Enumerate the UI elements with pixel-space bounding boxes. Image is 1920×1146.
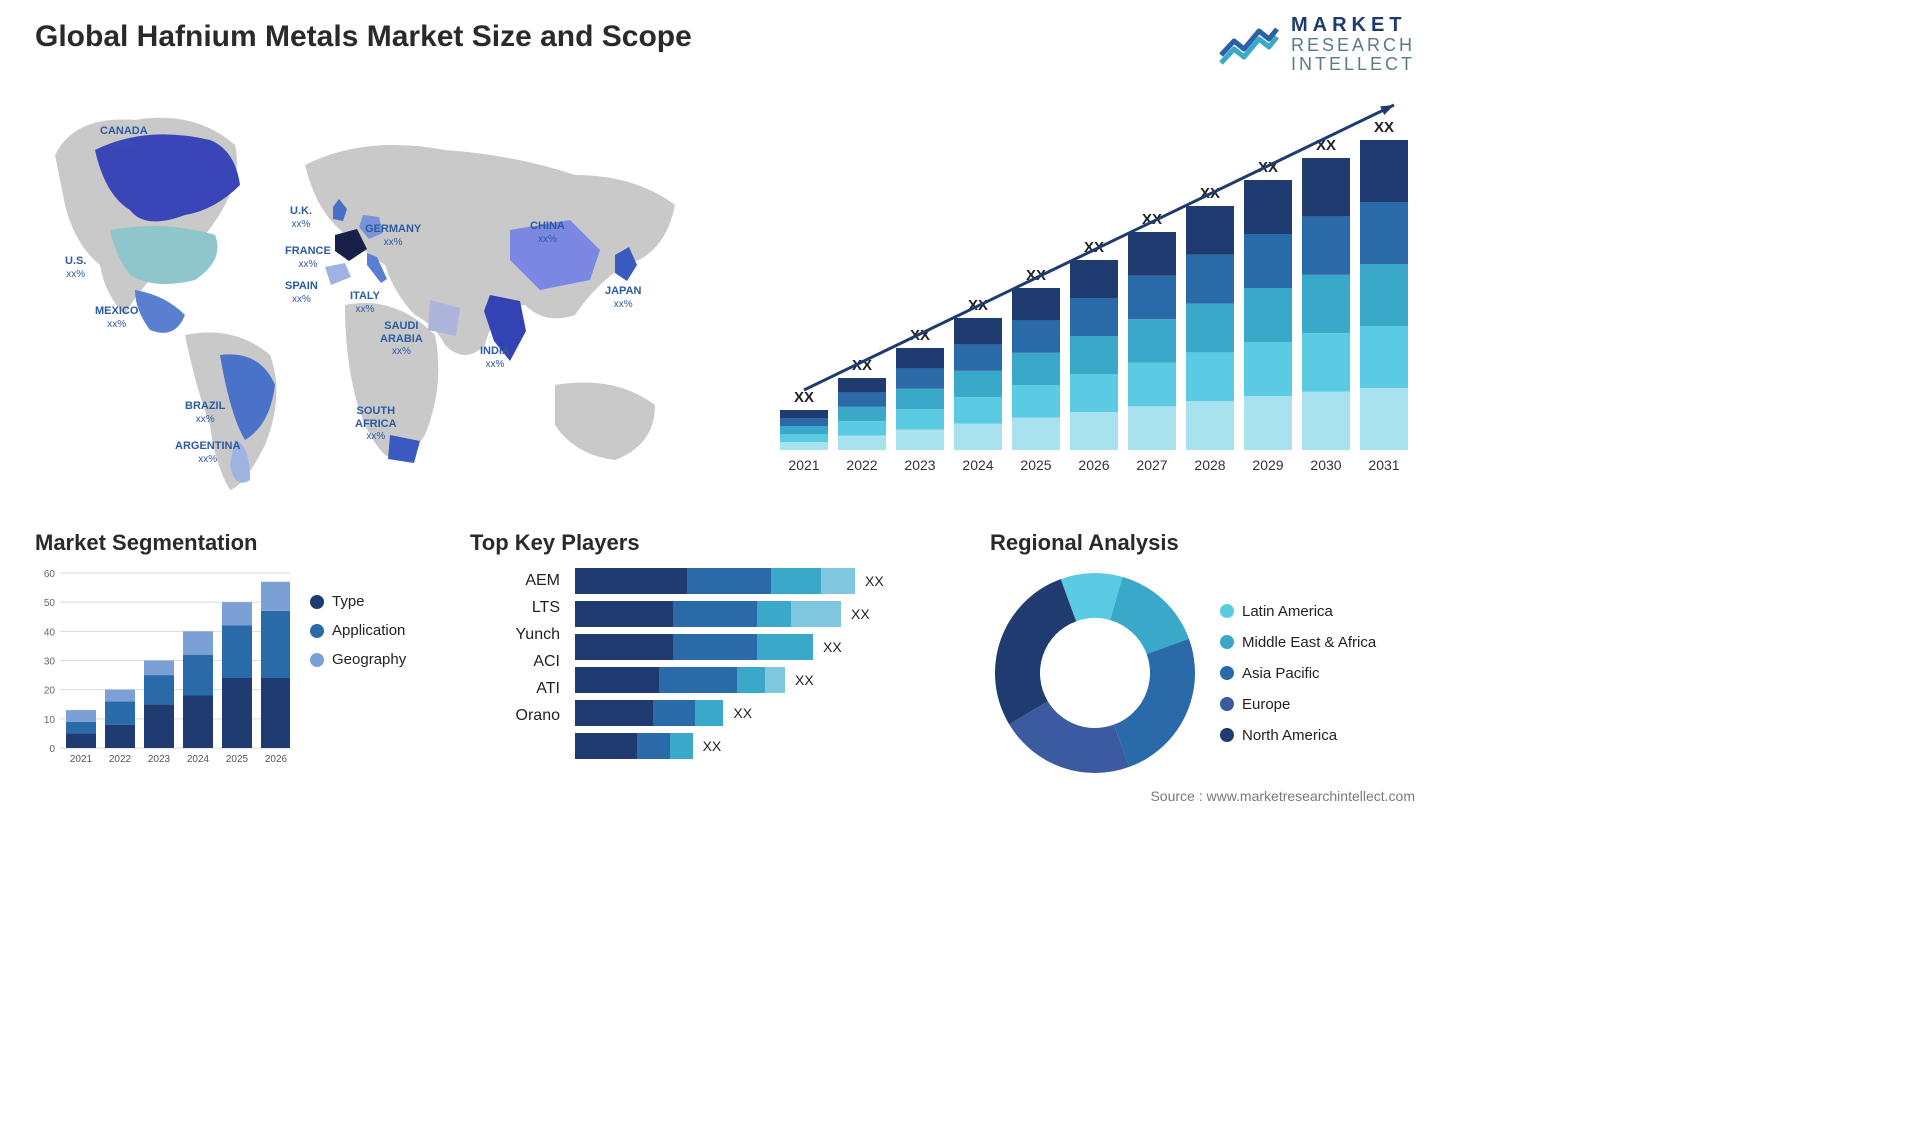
svg-text:2028: 2028 <box>1194 457 1225 473</box>
map-label: CHINAxx% <box>530 220 565 245</box>
svg-text:40: 40 <box>44 627 56 638</box>
svg-text:2021: 2021 <box>788 457 819 473</box>
logo-mark-icon <box>1219 23 1279 65</box>
map-label: U.K.xx% <box>290 205 312 230</box>
segmentation-title: Market Segmentation <box>35 530 445 556</box>
svg-text:20: 20 <box>44 686 56 697</box>
map-label: ARGENTINAxx% <box>175 440 240 465</box>
segmentation-legend: Type Application Geography <box>310 568 406 668</box>
players-labels: AEM LTS Yunch ACI ATI Orano <box>470 568 560 766</box>
world-map: CANADAxx% U.S.xx% MEXICOxx% BRAZILxx% ARGENT… <box>35 95 715 495</box>
player-value: XX <box>823 639 842 655</box>
regional-analysis-section: Regional Analysis Latin America Middle Ea… <box>990 530 1420 778</box>
map-label: ITALYxx% <box>350 290 380 315</box>
svg-text:2031: 2031 <box>1368 457 1399 473</box>
map-label: JAPANxx% <box>605 285 641 310</box>
svg-text:60: 60 <box>44 569 56 580</box>
regional-title: Regional Analysis <box>990 530 1420 556</box>
svg-text:2023: 2023 <box>904 457 935 473</box>
player-row: XX <box>575 601 970 627</box>
player-value: XX <box>795 672 814 688</box>
legend-item: North America <box>1220 727 1376 744</box>
svg-text:2024: 2024 <box>187 754 210 765</box>
map-label: U.S.xx% <box>65 255 86 280</box>
player-row: XX <box>575 700 970 726</box>
svg-text:2023: 2023 <box>148 754 171 765</box>
map-label: INDIAxx% <box>480 345 510 370</box>
svg-text:XX: XX <box>1316 137 1336 154</box>
players-bars: XX XX XX XX XX XX <box>575 568 970 766</box>
player-row: XX <box>575 667 970 693</box>
map-label: MEXICOxx% <box>95 305 138 330</box>
growth-chart: XX2021XX2022XX2023XX2024XX2025XX2026XX20… <box>775 100 1415 480</box>
regional-donut <box>990 568 1200 778</box>
svg-text:10: 10 <box>44 715 56 726</box>
map-label: SOUTHAFRICAxx% <box>355 405 397 443</box>
page-title: Global Hafnium Metals Market Size and Sc… <box>35 20 692 54</box>
svg-text:2024: 2024 <box>962 457 993 473</box>
player-label: Orano <box>470 707 560 725</box>
player-value: XX <box>703 738 722 754</box>
svg-text:XX: XX <box>794 389 814 406</box>
logo-line3: INTELLECT <box>1291 55 1415 74</box>
svg-text:2030: 2030 <box>1310 457 1341 473</box>
svg-text:XX: XX <box>1374 119 1394 136</box>
map-label: SPAINxx% <box>285 280 318 305</box>
svg-text:30: 30 <box>44 657 56 668</box>
top-key-players-section: Top Key Players AEM LTS Yunch ACI ATI Orano X… <box>470 530 970 766</box>
player-label: ACI <box>470 653 560 671</box>
legend-item: Europe <box>1220 696 1376 713</box>
svg-text:2025: 2025 <box>1020 457 1051 473</box>
legend-item: Middle East & Africa <box>1220 634 1376 651</box>
player-label: Yunch <box>470 626 560 644</box>
logo-line2: RESEARCH <box>1291 36 1415 55</box>
map-label: SAUDIARABIAxx% <box>380 320 423 358</box>
legend-item: Latin America <box>1220 603 1376 620</box>
legend-item: Geography <box>310 651 406 668</box>
map-label: GERMANYxx% <box>365 223 421 248</box>
player-value: XX <box>865 573 884 589</box>
player-label: ATI <box>470 680 560 698</box>
svg-text:2022: 2022 <box>109 754 132 765</box>
svg-text:50: 50 <box>44 598 56 609</box>
map-label: CANADAxx% <box>100 125 148 150</box>
segmentation-chart: 0 10 20 30 40 50 60 2021 2022 2023 2024 2025 2026 <box>35 568 290 768</box>
brand-logo: MARKET RESEARCH INTELLECT <box>1219 15 1415 74</box>
player-label: LTS <box>470 599 560 617</box>
svg-text:2026: 2026 <box>265 754 288 765</box>
player-value: XX <box>733 705 752 721</box>
legend-item: Application <box>310 622 406 639</box>
legend-item: Asia Pacific <box>1220 665 1376 682</box>
player-row: XX <box>575 733 970 759</box>
logo-line1: MARKET <box>1291 15 1415 36</box>
map-label: FRANCExx% <box>285 245 331 270</box>
player-row: XX <box>575 634 970 660</box>
map-label: BRAZILxx% <box>185 400 225 425</box>
svg-text:2029: 2029 <box>1252 457 1283 473</box>
svg-text:0: 0 <box>49 744 55 755</box>
svg-text:2026: 2026 <box>1078 457 1109 473</box>
player-value: XX <box>851 606 870 622</box>
svg-text:2022: 2022 <box>846 457 877 473</box>
source-label: Source : www.marketresearchintellect.com <box>1150 788 1415 804</box>
market-segmentation-section: Market Segmentation 0 10 20 30 40 50 60 2021 202… <box>35 530 445 768</box>
svg-text:2027: 2027 <box>1136 457 1167 473</box>
player-label: AEM <box>470 572 560 590</box>
svg-text:2021: 2021 <box>70 754 93 765</box>
regional-legend: Latin America Middle East & Africa Asia Pa… <box>1220 603 1376 744</box>
players-title: Top Key Players <box>470 530 970 556</box>
player-row: XX <box>575 568 970 594</box>
svg-text:2025: 2025 <box>226 754 249 765</box>
legend-item: Type <box>310 593 406 610</box>
